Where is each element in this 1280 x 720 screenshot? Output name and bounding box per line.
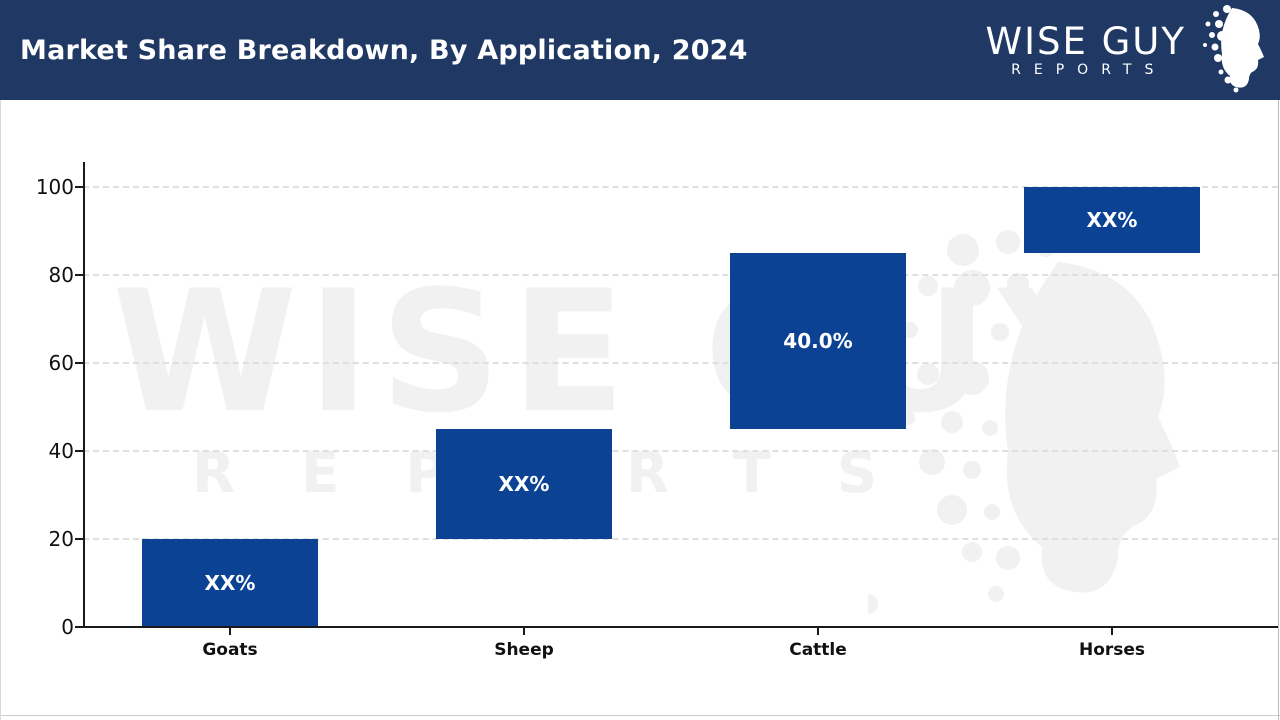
x-tick-label-sheep: Sheep xyxy=(494,640,554,660)
y-gridline-100 xyxy=(83,186,1278,188)
y-tick-100 xyxy=(75,186,83,188)
wise-guy-reports-logo: WISE GUY REPORTS xyxy=(986,2,1266,98)
bar-horses: XX% xyxy=(1024,187,1200,253)
x-tick-label-goats: Goats xyxy=(202,640,258,660)
watermark-wiseguy-text: WISE GUY xyxy=(112,254,1131,450)
bar-value-label-sheep: XX% xyxy=(498,472,550,496)
chart-title: Market Share Breakdown, By Application, … xyxy=(20,34,748,66)
bar-goats: XX% xyxy=(142,539,318,627)
y-gridline-60 xyxy=(83,362,1278,364)
bar-value-label-goats: XX% xyxy=(204,571,256,595)
bottom-hairline xyxy=(0,715,1280,716)
y-gridline-80 xyxy=(83,274,1278,276)
y-tick-label-80: 80 xyxy=(48,263,74,287)
y-tick-label-0: 0 xyxy=(61,615,74,639)
x-tick-label-horses: Horses xyxy=(1078,640,1146,660)
watermark-head-profile-dots xyxy=(858,222,1198,626)
y-tick-label-60: 60 xyxy=(48,351,74,375)
y-tick-label-20: 20 xyxy=(48,527,74,551)
head-profile-dots-icon xyxy=(1188,2,1266,98)
bar-value-label-horses: XX% xyxy=(1086,208,1138,232)
y-tick-0 xyxy=(75,626,83,628)
x-tick-sheep xyxy=(523,628,525,635)
logo-text: WISE GUY REPORTS xyxy=(986,23,1186,77)
y-tick-40 xyxy=(75,450,83,452)
logo-reports-text: REPORTS xyxy=(1011,62,1167,78)
bar-cattle: 40.0% xyxy=(730,253,906,429)
y-tick-label-40: 40 xyxy=(48,439,74,463)
right-hairline xyxy=(1278,100,1279,720)
bar-value-label-cattle: 40.0% xyxy=(783,329,853,353)
x-axis-line xyxy=(83,626,1278,628)
y-tick-80 xyxy=(75,274,83,276)
bar-sheep: XX% xyxy=(436,429,612,539)
header-bar: Market Share Breakdown, By Application, … xyxy=(0,0,1280,100)
x-tick-cattle xyxy=(817,628,819,635)
left-hairline xyxy=(0,100,1,720)
y-tick-label-100: 100 xyxy=(35,175,74,199)
x-tick-goats xyxy=(229,628,231,635)
y-gridline-20 xyxy=(83,538,1278,540)
y-tick-60 xyxy=(75,362,83,364)
y-axis-line xyxy=(83,162,85,628)
y-gridline-40 xyxy=(83,450,1278,452)
y-tick-20 xyxy=(75,538,83,540)
x-tick-horses xyxy=(1111,628,1113,635)
logo-wiseguy-text: WISE GUY xyxy=(985,20,1186,63)
x-tick-label-cattle: Cattle xyxy=(789,640,847,660)
